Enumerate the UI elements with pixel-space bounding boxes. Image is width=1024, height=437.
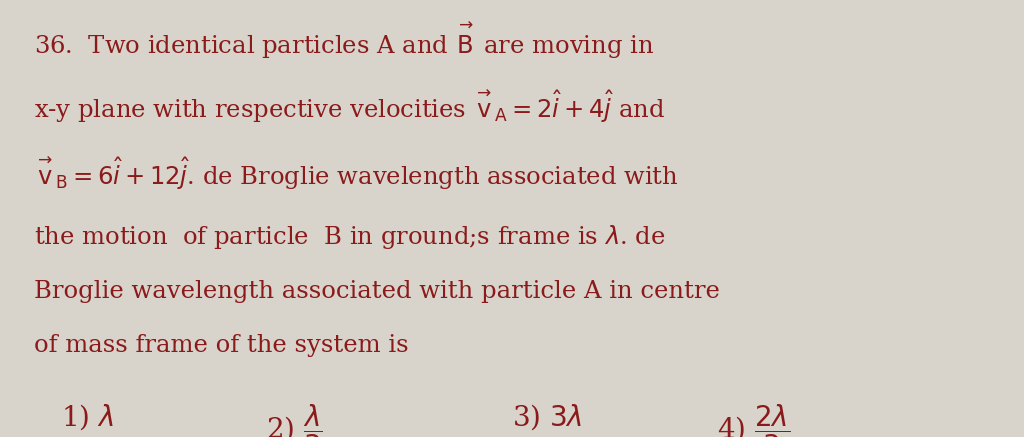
Text: 1) $\lambda$: 1) $\lambda$	[61, 402, 115, 432]
Text: of mass frame of the system is: of mass frame of the system is	[34, 334, 409, 357]
Text: $\overset{\rightarrow}{\mathrm{v}}_{\mathrm{B}} = 6\hat{i}+12\hat{j}$. de Brogli: $\overset{\rightarrow}{\mathrm{v}}_{\mat…	[34, 155, 679, 192]
Text: 2) $\dfrac{\lambda}{3}$: 2) $\dfrac{\lambda}{3}$	[266, 402, 324, 437]
Text: 4) $\dfrac{2\lambda}{3}$: 4) $\dfrac{2\lambda}{3}$	[717, 402, 791, 437]
Text: the motion  of particle  B in ground;s frame is $\lambda$. de: the motion of particle B in ground;s fra…	[34, 223, 666, 251]
Text: Broglie wavelength associated with particle A in centre: Broglie wavelength associated with parti…	[34, 280, 720, 303]
Text: 36.  Two identical particles A and $\overset{\rightarrow}{\mathrm{B}}$ are movin: 36. Two identical particles A and $\over…	[34, 20, 654, 61]
Text: 3) $3\lambda$: 3) $3\lambda$	[512, 402, 583, 432]
Text: x-y plane with respective velocities $\overset{\rightarrow}{\mathrm{v}}_{\mathrm: x-y plane with respective velocities $\o…	[34, 87, 665, 125]
